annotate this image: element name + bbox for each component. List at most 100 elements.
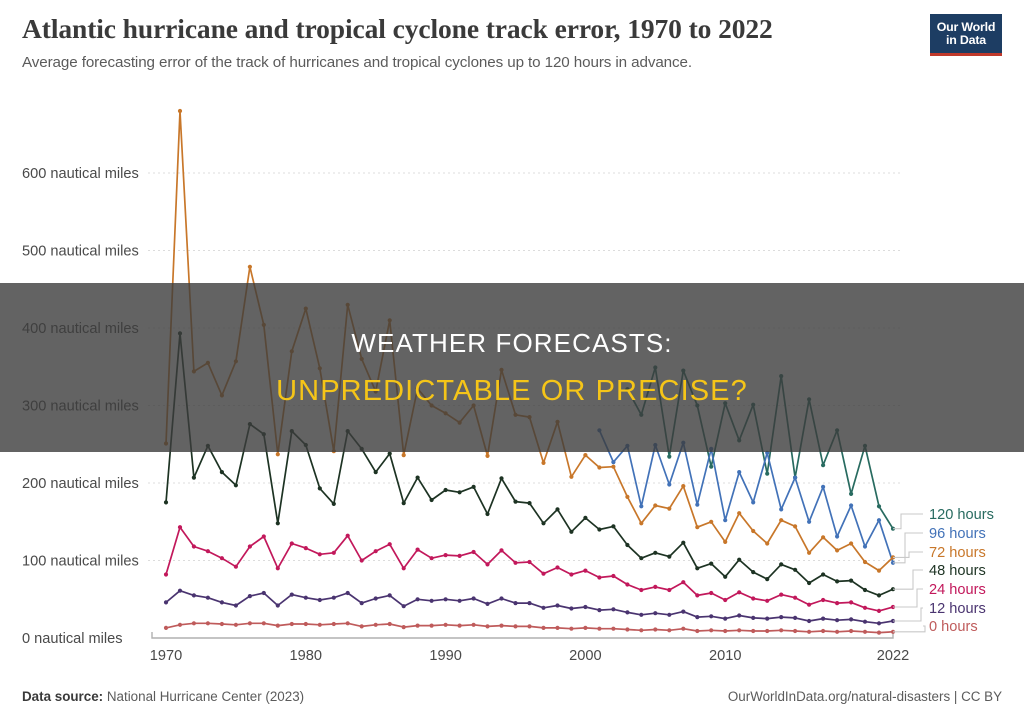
- data-point: [793, 615, 798, 621]
- legend-connector: [893, 607, 923, 622]
- data-point: [821, 616, 826, 621]
- data-point: [191, 475, 196, 480]
- data-point: [625, 582, 630, 587]
- legend-item-72-hours[interactable]: 72 hours: [929, 545, 986, 561]
- data-point: [345, 533, 350, 538]
- data-point: [723, 628, 728, 634]
- data-point: [876, 518, 882, 523]
- data-point: [345, 621, 350, 626]
- data-point: [849, 541, 854, 546]
- data-point: [611, 573, 616, 579]
- data-point: [765, 541, 770, 546]
- data-point: [401, 566, 406, 571]
- data-point: [541, 521, 546, 526]
- data-point: [821, 535, 826, 540]
- data-point: [373, 549, 378, 554]
- data-point: [751, 615, 756, 621]
- data-point: [695, 403, 700, 408]
- x-axis-tick-label: 2010: [709, 648, 741, 664]
- data-point: [191, 544, 196, 549]
- data-point: [471, 549, 476, 555]
- legend-item-12-hours[interactable]: 12 hours: [929, 601, 986, 617]
- data-point: [862, 629, 868, 634]
- data-point: [862, 443, 868, 448]
- data-point: [499, 476, 504, 481]
- data-point: [821, 572, 826, 577]
- data-point: [303, 546, 308, 551]
- data-point: [359, 356, 364, 362]
- legend-connector: [893, 513, 923, 530]
- data-point: [443, 553, 448, 558]
- data-point: [471, 403, 476, 408]
- data-point: [527, 601, 532, 606]
- data-point: [331, 501, 336, 506]
- data-point: [765, 628, 770, 634]
- data-point: [191, 593, 196, 598]
- data-point: [583, 453, 588, 458]
- data-point: [541, 625, 546, 631]
- attribution-link[interactable]: OurWorldInData.org/natural-disasters | C…: [727, 689, 1002, 704]
- data-point: [765, 598, 770, 603]
- data-point: [737, 557, 742, 562]
- legend-item-48-hours[interactable]: 48 hours: [929, 563, 986, 579]
- data-point: [862, 619, 868, 624]
- y-axis-tick-label: 500 nautical miles: [22, 244, 139, 260]
- data-point: [695, 566, 700, 571]
- data-point: [625, 443, 630, 448]
- data-point: [457, 490, 462, 495]
- data-point: [485, 601, 490, 607]
- owid-logo-line2: in Data: [946, 32, 986, 47]
- data-point: [415, 475, 420, 480]
- data-point: [415, 547, 420, 552]
- data-point: [779, 374, 784, 379]
- legend-item-120-hours[interactable]: 120 hours: [929, 507, 994, 523]
- chart-footer: Data source: National Hurricane Center (…: [22, 689, 1002, 704]
- data-point: [639, 412, 644, 417]
- data-point: [261, 322, 266, 327]
- data-point: [317, 486, 322, 491]
- data-point: [597, 626, 602, 631]
- data-point: [835, 629, 840, 634]
- data-point: [527, 415, 532, 420]
- data-point: [695, 525, 700, 530]
- data-point: [443, 597, 448, 602]
- data-point: [443, 622, 448, 627]
- data-point: [807, 550, 812, 555]
- y-axis-tick-label: 600 nautical miles: [22, 166, 139, 182]
- data-point: [275, 623, 280, 628]
- legend-connector: [893, 532, 923, 564]
- data-point: [177, 588, 183, 593]
- data-point: [695, 593, 700, 598]
- y-gridlines: 0 nautical miles 100 nautical miles 200 na…: [22, 166, 900, 647]
- legend-item-0-hours[interactable]: 0 hours: [929, 619, 978, 635]
- data-point: [849, 617, 854, 622]
- legend-item-96-hours[interactable]: 96 hours: [929, 526, 986, 542]
- x-axis-tick-label: 2000: [569, 648, 601, 664]
- series-12-hours: [163, 588, 896, 626]
- data-point: [429, 497, 434, 503]
- data-point: [513, 499, 518, 504]
- owid-logo[interactable]: Our World in Data: [930, 14, 1002, 56]
- data-point: [471, 484, 476, 489]
- data-point: [835, 428, 840, 433]
- data-point: [807, 602, 812, 607]
- data-point: [429, 623, 434, 628]
- data-point: [219, 600, 224, 605]
- data-point: [275, 452, 280, 457]
- data-point: [485, 453, 490, 458]
- chart-header: Atlantic hurricane and tropical cyclone …: [22, 13, 1002, 71]
- data-point: [765, 450, 770, 455]
- data-point: [205, 360, 210, 365]
- data-point: [793, 475, 798, 480]
- data-point: [289, 592, 294, 597]
- data-point: [723, 616, 728, 621]
- data-point: [876, 504, 882, 509]
- y-axis-tick-label: 0 nautical miles: [22, 631, 123, 647]
- data-point: [163, 500, 169, 505]
- legend-item-24-hours[interactable]: 24 hours: [929, 582, 986, 598]
- data-point: [303, 621, 308, 627]
- data-point: [345, 429, 350, 434]
- data-point: [541, 605, 546, 610]
- data-point: [555, 507, 560, 512]
